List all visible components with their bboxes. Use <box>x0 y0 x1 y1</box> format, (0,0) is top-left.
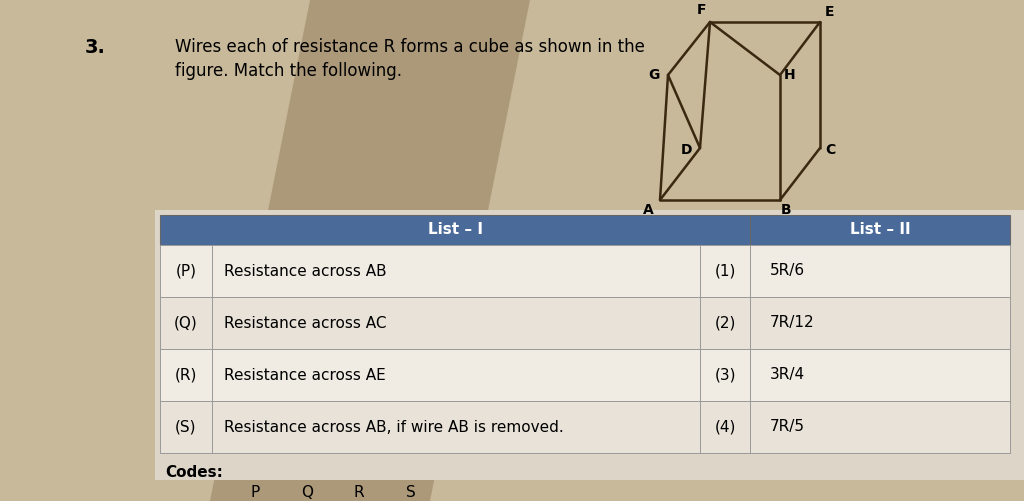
Text: A: A <box>643 203 653 217</box>
Text: Wires each of resistance R forms a cube as shown in the: Wires each of resistance R forms a cube … <box>175 38 645 56</box>
Bar <box>212 349 700 401</box>
Text: F: F <box>697 3 707 17</box>
Text: Resistance across AB: Resistance across AB <box>224 264 387 279</box>
Bar <box>750 245 1010 297</box>
Text: S: S <box>407 485 416 500</box>
Text: 3.: 3. <box>85 38 105 57</box>
Text: 5R/6: 5R/6 <box>770 264 805 279</box>
Bar <box>160 349 212 401</box>
Bar <box>160 401 212 453</box>
Bar <box>750 215 1010 245</box>
Bar <box>212 297 700 349</box>
Text: (R): (R) <box>175 368 198 382</box>
Text: Resistance across AC: Resistance across AC <box>224 316 386 331</box>
Text: 3R/4: 3R/4 <box>770 368 805 382</box>
Text: (Q): (Q) <box>174 316 198 331</box>
Bar <box>212 401 700 453</box>
Text: (P): (P) <box>175 264 197 279</box>
Bar <box>750 401 1010 453</box>
Text: Q: Q <box>301 485 313 500</box>
Text: (4): (4) <box>715 419 735 434</box>
Text: P: P <box>251 485 260 500</box>
Text: figure. Match the following.: figure. Match the following. <box>175 62 402 80</box>
Polygon shape <box>210 0 530 501</box>
Bar <box>750 297 1010 349</box>
Bar <box>160 245 212 297</box>
Bar <box>155 210 1024 480</box>
Text: B: B <box>780 203 792 217</box>
Bar <box>212 245 700 297</box>
Text: (3): (3) <box>715 368 736 382</box>
Bar <box>160 215 750 245</box>
Text: List – I: List – I <box>427 222 482 237</box>
Text: C: C <box>825 143 836 157</box>
Text: 7R/5: 7R/5 <box>770 419 805 434</box>
Text: E: E <box>825 5 835 19</box>
Text: H: H <box>784 68 796 82</box>
Text: Codes:: Codes: <box>165 465 223 480</box>
Bar <box>700 349 750 401</box>
Text: List – II: List – II <box>850 222 910 237</box>
Text: G: G <box>648 68 659 82</box>
Bar <box>160 297 212 349</box>
Bar <box>700 245 750 297</box>
Text: R: R <box>353 485 365 500</box>
Bar <box>700 401 750 453</box>
Text: (1): (1) <box>715 264 735 279</box>
Text: Resistance across AE: Resistance across AE <box>224 368 386 382</box>
Text: (2): (2) <box>715 316 735 331</box>
Bar <box>700 297 750 349</box>
Text: Resistance across AB, if wire AB is removed.: Resistance across AB, if wire AB is remo… <box>224 419 564 434</box>
Text: (S): (S) <box>175 419 197 434</box>
Bar <box>750 349 1010 401</box>
Text: D: D <box>680 143 692 157</box>
Text: 7R/12: 7R/12 <box>770 316 815 331</box>
